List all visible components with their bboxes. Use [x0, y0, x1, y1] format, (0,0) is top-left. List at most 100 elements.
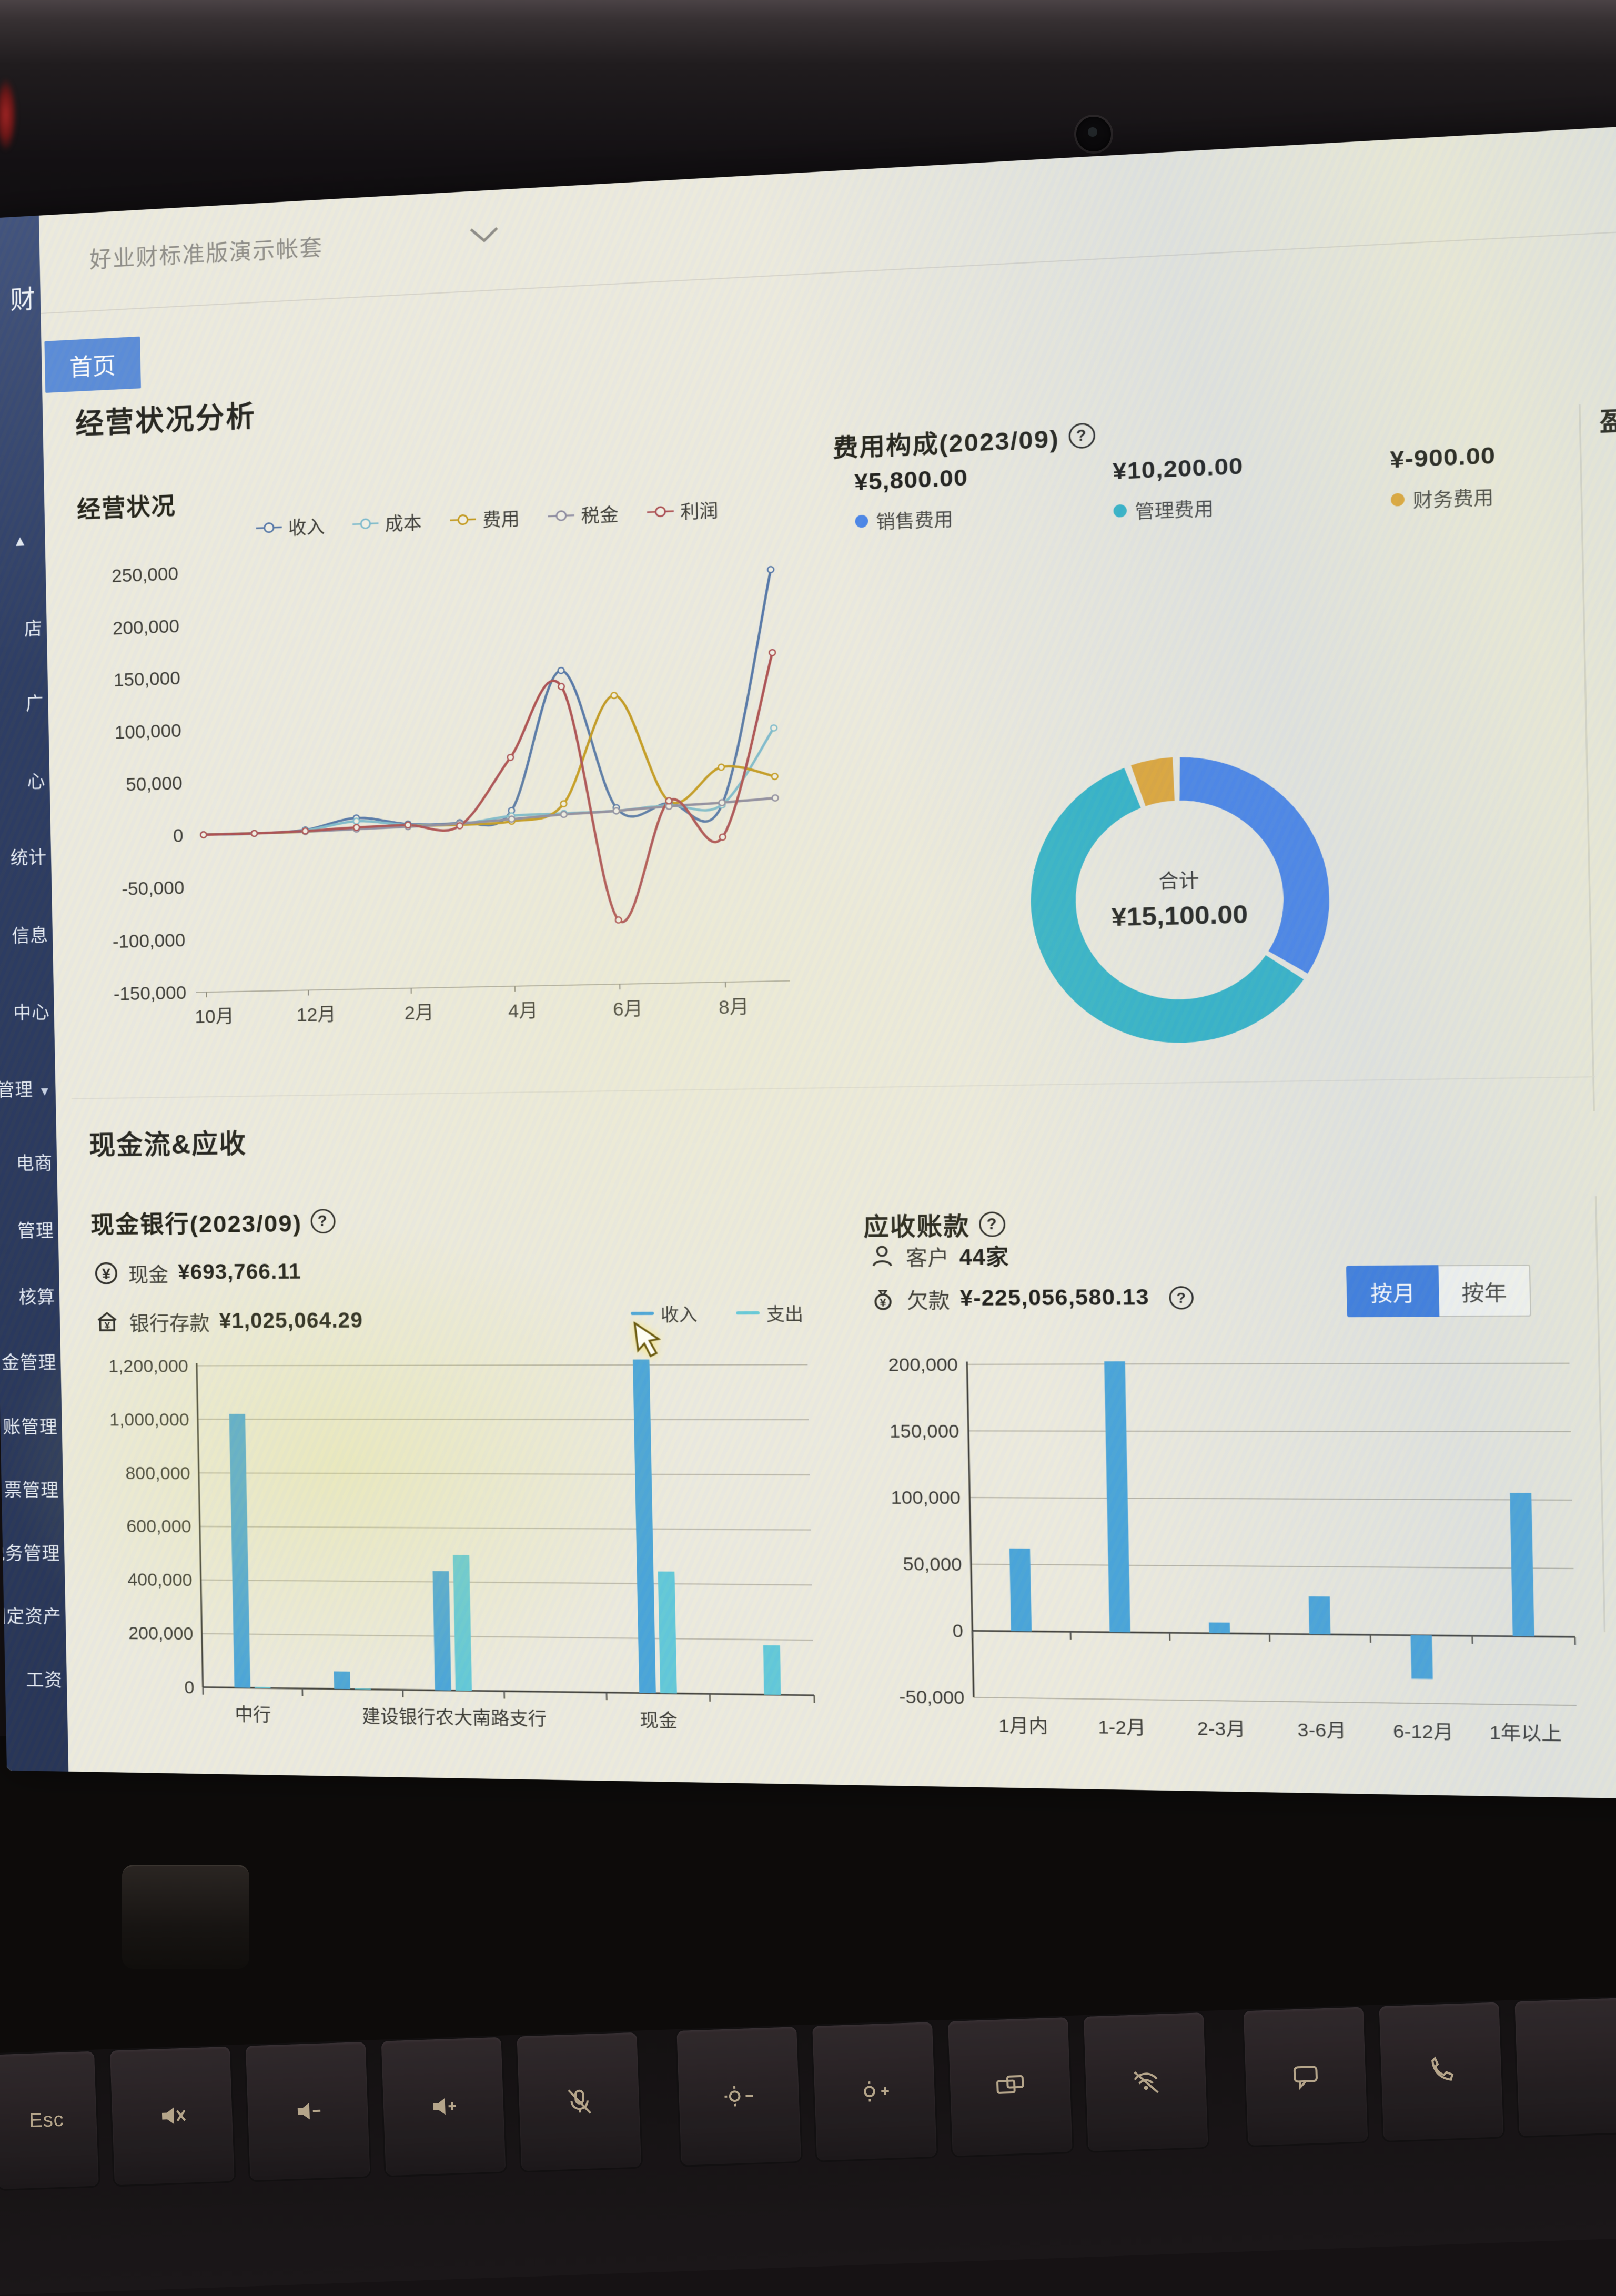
- svg-text:100,000: 100,000: [891, 1487, 961, 1508]
- legend-item-利润[interactable]: 利润: [647, 495, 719, 525]
- stat-value: ¥-225,056,580.13: [960, 1285, 1150, 1311]
- mic-mute-key[interactable]: [515, 2031, 643, 2173]
- period-toggle: 按月 按年: [1346, 1265, 1531, 1317]
- svg-text:250,000: 250,000: [112, 563, 179, 586]
- svg-text:2-3月: 2-3月: [1197, 1718, 1246, 1740]
- svg-text:6月: 6月: [613, 998, 643, 1020]
- legend-label: 成本: [385, 508, 422, 536]
- stat-label: 管理费用: [1135, 493, 1214, 524]
- sidebar-item-税务管理[interactable]: 税务管理: [0, 1539, 60, 1565]
- stat-银行存款: ¥ 银行存款 ¥1,025,064.29: [94, 1306, 363, 1337]
- legend-item-收入[interactable]: 收入: [256, 512, 325, 541]
- brightness-up-key[interactable]: [811, 2020, 938, 2162]
- legend-item-支出[interactable]: 支出: [736, 1300, 804, 1326]
- svg-text:200,000: 200,000: [888, 1354, 958, 1375]
- stat-label: 欠款: [906, 1283, 950, 1314]
- svg-text:100,000: 100,000: [115, 720, 182, 743]
- legend-label: 收入: [288, 512, 325, 540]
- svg-text:50,000: 50,000: [126, 773, 183, 795]
- svg-text:10月: 10月: [195, 1006, 234, 1027]
- panel-title-cashbank: 现金银行(2023/09)?: [90, 1203, 336, 1240]
- chat-key[interactable]: [1242, 2005, 1370, 2147]
- svg-text:0: 0: [173, 825, 184, 846]
- sidebar-item-核算[interactable]: 核算: [18, 1282, 55, 1308]
- svg-text:-150,000: -150,000: [113, 983, 186, 1005]
- svg-text:400,000: 400,000: [127, 1570, 193, 1591]
- sidebar-item-账管理[interactable]: 账管理: [3, 1412, 58, 1438]
- sidebar-item-心[interactable]: 心: [27, 767, 46, 793]
- question-circle-icon[interactable]: ?: [979, 1211, 1006, 1237]
- sidebar-item-电商[interactable]: 电商: [16, 1149, 53, 1175]
- stat-value: ¥1,025,064.29: [219, 1309, 363, 1333]
- svg-text:1年以上: 1年以上: [1489, 1722, 1562, 1745]
- blank-key[interactable]: [1513, 1996, 1616, 2138]
- sidebar-item-金管理[interactable]: 金管理: [2, 1348, 57, 1374]
- chevron-down-icon[interactable]: [469, 225, 500, 244]
- svg-text:2月: 2月: [405, 1002, 435, 1024]
- account-set-selector[interactable]: 好业财标准版演示帐套: [89, 229, 324, 275]
- stat-value: ¥10,200.00: [1113, 448, 1364, 486]
- app-logo-fragment: 财: [10, 278, 36, 316]
- question-circle-icon[interactable]: ?: [1169, 1286, 1194, 1310]
- bank-icon: ¥: [94, 1309, 120, 1334]
- sidebar-item-固定资产[interactable]: 固定资产: [0, 1602, 62, 1628]
- svg-text:-50,000: -50,000: [122, 877, 185, 899]
- stat-label: 财务费用: [1412, 482, 1494, 513]
- sidebar-scroll-up-icon[interactable]: ▲: [13, 532, 27, 550]
- panel-title-expense: 费用构成(2023/09)?: [833, 417, 1096, 464]
- sidebar-item-统计[interactable]: 统计: [10, 843, 47, 869]
- stat-value: ¥-900.00: [1390, 436, 1616, 474]
- volume-down-key[interactable]: [244, 2040, 372, 2182]
- stat-欠款: ¥ 欠款 ¥-225,056,580.13?: [869, 1282, 1194, 1314]
- svg-text:50,000: 50,000: [903, 1554, 962, 1575]
- svg-text:¥: ¥: [102, 1266, 111, 1282]
- sidebar-item-广[interactable]: 广: [25, 689, 44, 715]
- person-icon: [868, 1243, 896, 1269]
- brightness-down-key[interactable]: [675, 2025, 803, 2167]
- profit-panel-fragment: 盈利指: [1599, 398, 1616, 439]
- yen-circle-icon: ¥: [93, 1260, 119, 1286]
- panel-divider: [1595, 1196, 1605, 1632]
- sidebar-item-店[interactable]: 店: [24, 614, 43, 640]
- moneybag-icon: ¥: [869, 1286, 897, 1312]
- sidebar-item-票管理[interactable]: 票管理: [4, 1475, 59, 1502]
- toggle-by-month[interactable]: 按月: [1346, 1265, 1439, 1317]
- svg-text:合计: 合计: [1158, 870, 1199, 893]
- toggle-by-year[interactable]: 按年: [1438, 1265, 1531, 1317]
- sidebar-item-管理[interactable]: 管理: [17, 1216, 54, 1242]
- display-switch-key[interactable]: [946, 2016, 1074, 2158]
- phone-key[interactable]: [1377, 2000, 1505, 2142]
- legend-item-成本[interactable]: 成本: [352, 508, 422, 537]
- svg-text:建设银行农大南路支行: 建设银行农大南路支行: [362, 1706, 547, 1729]
- legend-item-费用[interactable]: 费用: [450, 504, 520, 533]
- mute-key[interactable]: [108, 2045, 236, 2187]
- legend-label: 税金: [581, 500, 619, 528]
- svg-text:0: 0: [952, 1621, 963, 1642]
- stat-label: 银行存款: [129, 1307, 210, 1336]
- legend-item-税金[interactable]: 税金: [548, 500, 619, 529]
- svg-text:1,200,000: 1,200,000: [108, 1356, 188, 1377]
- sidebar-item-管理[interactable]: 管理▼: [0, 1075, 52, 1101]
- expense-stat-管理费用: ¥10,200.00 管理费用: [1113, 448, 1365, 525]
- esc-key[interactable]: Esc: [0, 2050, 100, 2191]
- svg-text:200,000: 200,000: [128, 1623, 194, 1644]
- sidebar-item-信息[interactable]: 信息: [12, 921, 48, 948]
- svg-text:1-2月: 1-2月: [1098, 1717, 1146, 1739]
- stat-label: 客户: [905, 1240, 949, 1271]
- svg-text:-100,000: -100,000: [112, 930, 185, 952]
- chevron-down-icon: ▼: [38, 1084, 52, 1098]
- legend-dash-icon: [631, 1312, 654, 1315]
- question-circle-icon[interactable]: ?: [1068, 422, 1095, 449]
- svg-text:中行: 中行: [235, 1705, 271, 1726]
- wireless-off-key[interactable]: [1082, 2011, 1210, 2153]
- stat-value: ¥5,800.00: [854, 459, 1100, 496]
- sidebar-item-中心[interactable]: 中心: [13, 998, 50, 1024]
- mouse-cursor: [632, 1318, 672, 1363]
- question-circle-icon[interactable]: ?: [310, 1209, 336, 1233]
- volume-up-key[interactable]: [380, 2036, 508, 2178]
- sidebar-item-工资[interactable]: 工资: [26, 1665, 63, 1692]
- tab-home[interactable]: 首页: [44, 337, 141, 393]
- stat-现金: ¥现金¥693,766.11: [93, 1257, 301, 1288]
